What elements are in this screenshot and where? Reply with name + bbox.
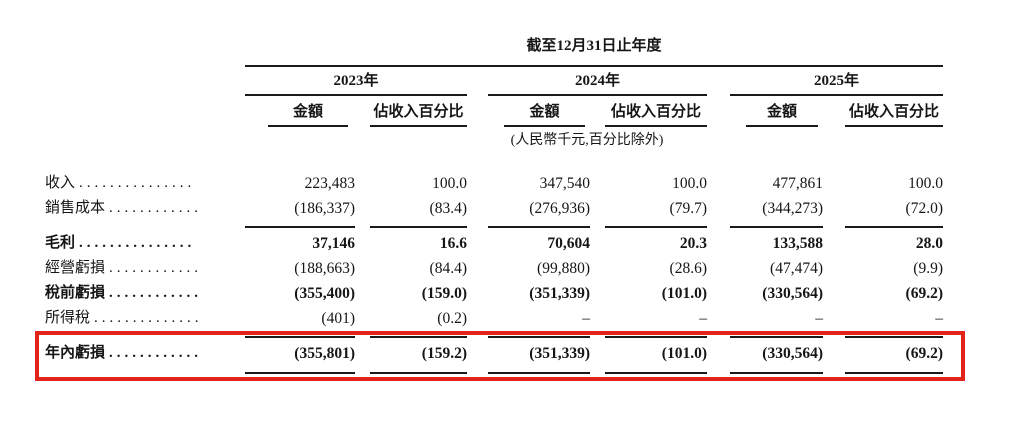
cell-value: 20.3 (679, 235, 707, 252)
cell-value: (351,339) (529, 285, 590, 302)
cell-value: (188,663) (294, 260, 355, 277)
cell-value: (0.2) (355, 306, 467, 338)
row-revenue: 收入............... 223,483 100.0 347,540 … (45, 171, 943, 196)
amount-header-2024: 金額 (467, 96, 590, 127)
cell-value: 16.6 (439, 235, 467, 252)
dot-leader: ............ (109, 260, 203, 276)
cell-value: 347,540 (539, 175, 590, 192)
cell-value: (355,801) (245, 341, 355, 379)
cell-value: (72.0) (823, 196, 943, 228)
cell-value: (101.0) (661, 285, 707, 302)
cell-value: (83.4) (355, 196, 467, 228)
year-label: 2023年 (245, 67, 467, 96)
cell-value: (101.0) (590, 341, 707, 379)
cell-value: (355,400) (294, 285, 355, 302)
pct-header-2023: 佔收入百分比 (355, 96, 467, 127)
amount-header-2025: 金額 (707, 96, 823, 127)
cell-value: 133,588 (772, 235, 823, 252)
cell-value: – (707, 306, 823, 338)
cell-value: (330,564) (762, 285, 823, 302)
dot-leader: ............ (109, 345, 203, 361)
dot-leader: ............... (79, 175, 196, 191)
year-header-row: 2023年 2024年 2025年 (45, 67, 943, 96)
cell-value: 100.0 (908, 175, 943, 192)
row-cost-of-sales: 銷售成本............ (186,337) (83.4) (276,9… (45, 196, 943, 228)
cell-value: (99,880) (537, 260, 590, 277)
subheader-row: 金額 佔收入百分比 金額 佔收入百分比 金額 佔收入百分比 (45, 96, 943, 127)
row-income-tax: 所得稅.............. (401) (0.2) – – – – (45, 306, 943, 338)
cell-value: 100.0 (672, 175, 707, 192)
year-column-2023: 2023年 (245, 67, 467, 96)
row-loss-before-tax: 稅前虧損............ (355,400) (159.0) (351,… (45, 281, 943, 306)
cell-value: (330,564) (707, 341, 823, 379)
cell-value: (276,936) (467, 196, 590, 228)
cell-value: 70,604 (547, 235, 590, 252)
spacer (45, 151, 943, 171)
unit-note: (人民幣千元,百分比除外) (510, 133, 664, 148)
pct-header-2024: 佔收入百分比 (590, 96, 707, 127)
unit-note-row: (人民幣千元,百分比除外) (45, 127, 943, 151)
row-label: 經營虧損............ (45, 256, 245, 281)
cell-value: 37,146 (312, 235, 355, 252)
cell-value: (159.0) (421, 285, 467, 302)
cell-value: (69.2) (905, 285, 943, 302)
dot-leader: ............... (79, 235, 196, 251)
dot-leader: ............ (109, 200, 203, 216)
row-label: 收入............... (45, 171, 245, 196)
cell-value: 28.0 (915, 235, 943, 252)
cell-value: 477,861 (772, 175, 823, 192)
cell-value: (47,474) (770, 260, 823, 277)
cell-value: 223,483 (304, 175, 355, 192)
row-label: 稅前虧損............ (45, 281, 245, 306)
cell-value: (159.2) (355, 341, 467, 379)
cell-value: – (467, 306, 590, 338)
row-label: 銷售成本............ (45, 196, 245, 228)
year-label: 2024年 (488, 67, 707, 96)
cell-value: (69.2) (823, 341, 943, 379)
year-column-2025: 2025年 (707, 67, 943, 96)
dot-leader: .............. (94, 310, 203, 326)
row-label: 年內虧損............ (45, 341, 245, 379)
cell-value: (186,337) (245, 196, 355, 228)
row-loss-for-year: 年內虧損............ (355,801) (159.2) (351,… (45, 338, 943, 379)
year-column-2024: 2024年 (467, 67, 707, 96)
cell-value: – (823, 306, 943, 338)
financial-table: 截至12月31日止年度 2023年 2024年 2025年 金額 佔收入百分比 … (45, 30, 943, 379)
year-label: 2025年 (730, 67, 943, 96)
pct-header-2025: 佔收入百分比 (823, 96, 943, 127)
cell-value: (79.7) (590, 196, 707, 228)
cell-value: 100.0 (432, 175, 467, 192)
row-gross-profit: 毛利............... 37,146 16.6 70,604 20.… (45, 228, 943, 256)
cell-value: (401) (245, 306, 355, 338)
row-operating-loss: 經營虧損............ (188,663) (84.4) (99,88… (45, 256, 943, 281)
period-header-row: 截至12月31日止年度 (45, 30, 943, 67)
row-label: 所得稅.............. (45, 306, 245, 338)
cell-value: (9.9) (913, 260, 943, 277)
cell-value: (28.6) (669, 260, 707, 277)
dot-leader: ............ (109, 285, 203, 301)
period-title: 截至12月31日止年度 (245, 30, 943, 67)
row-label: 毛利............... (45, 231, 245, 256)
amount-header-2023: 金額 (245, 96, 355, 127)
cell-value: (84.4) (429, 260, 467, 277)
cell-value: (344,273) (707, 196, 823, 228)
cell-value: (351,339) (467, 341, 590, 379)
cell-value: – (590, 306, 707, 338)
